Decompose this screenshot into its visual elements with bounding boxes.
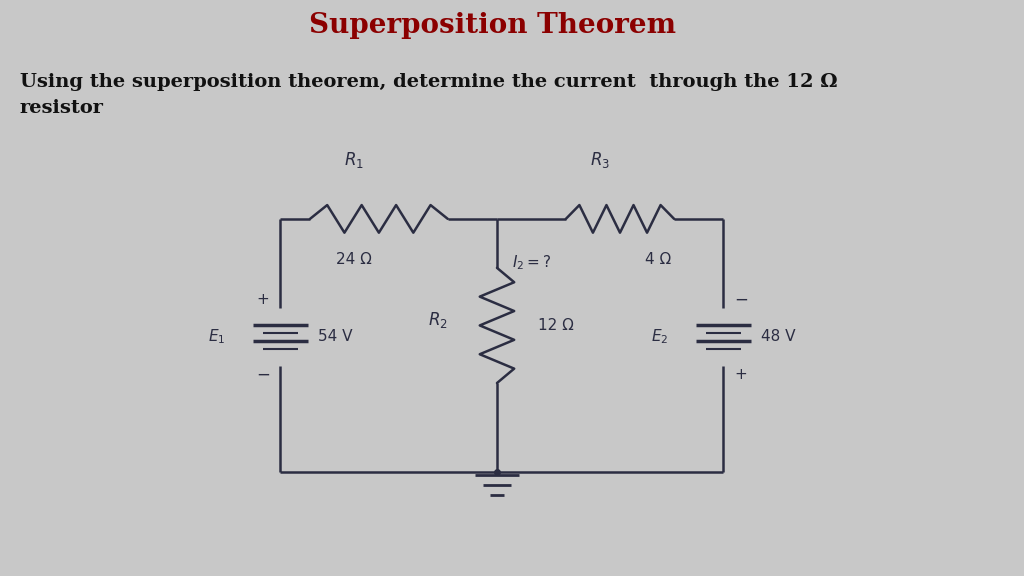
Text: 48 V: 48 V xyxy=(761,329,796,344)
Text: $I_2 = ?$: $I_2 = ?$ xyxy=(512,253,551,272)
Text: 54 V: 54 V xyxy=(317,329,352,344)
Text: −: − xyxy=(734,290,748,309)
Text: 12 Ω: 12 Ω xyxy=(539,318,574,333)
Text: Superposition Theorem: Superposition Theorem xyxy=(308,13,676,39)
Text: −: − xyxy=(256,365,269,384)
Text: +: + xyxy=(256,292,269,307)
Text: $E_1$: $E_1$ xyxy=(208,328,225,346)
Text: +: + xyxy=(734,367,748,382)
Text: 24 Ω: 24 Ω xyxy=(336,252,372,267)
Text: $R_3$: $R_3$ xyxy=(590,150,610,170)
Text: $R_2$: $R_2$ xyxy=(428,310,447,329)
Text: Using the superposition theorem, determine the current  through the 12 Ω
resisto: Using the superposition theorem, determi… xyxy=(19,73,838,118)
Text: 4 Ω: 4 Ω xyxy=(644,252,671,267)
Text: $R_1$: $R_1$ xyxy=(344,150,365,170)
Text: $E_2$: $E_2$ xyxy=(650,328,668,346)
